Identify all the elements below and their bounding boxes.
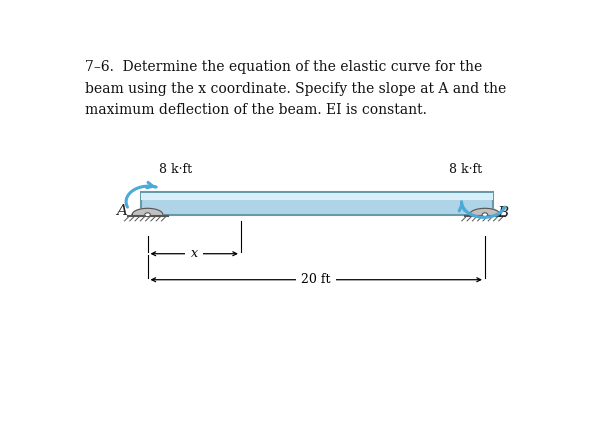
Bar xyxy=(141,192,493,215)
Circle shape xyxy=(482,213,488,216)
Polygon shape xyxy=(470,208,500,216)
Text: 8 k·ft: 8 k·ft xyxy=(450,163,483,176)
Text: 8 k·ft: 8 k·ft xyxy=(159,163,193,176)
Text: beam using the x coordinate. Specify the slope at A and the: beam using the x coordinate. Specify the… xyxy=(84,81,506,95)
Text: x: x xyxy=(187,247,202,260)
Text: B: B xyxy=(497,206,508,220)
Polygon shape xyxy=(132,208,163,216)
Bar xyxy=(141,193,493,200)
Text: 7–6.  Determine the equation of the elastic curve for the: 7–6. Determine the equation of the elast… xyxy=(84,60,482,74)
Text: 20 ft: 20 ft xyxy=(297,273,335,286)
Circle shape xyxy=(145,213,150,216)
Text: maximum deflection of the beam. EI is constant.: maximum deflection of the beam. EI is co… xyxy=(84,103,426,116)
Text: A: A xyxy=(116,205,128,219)
